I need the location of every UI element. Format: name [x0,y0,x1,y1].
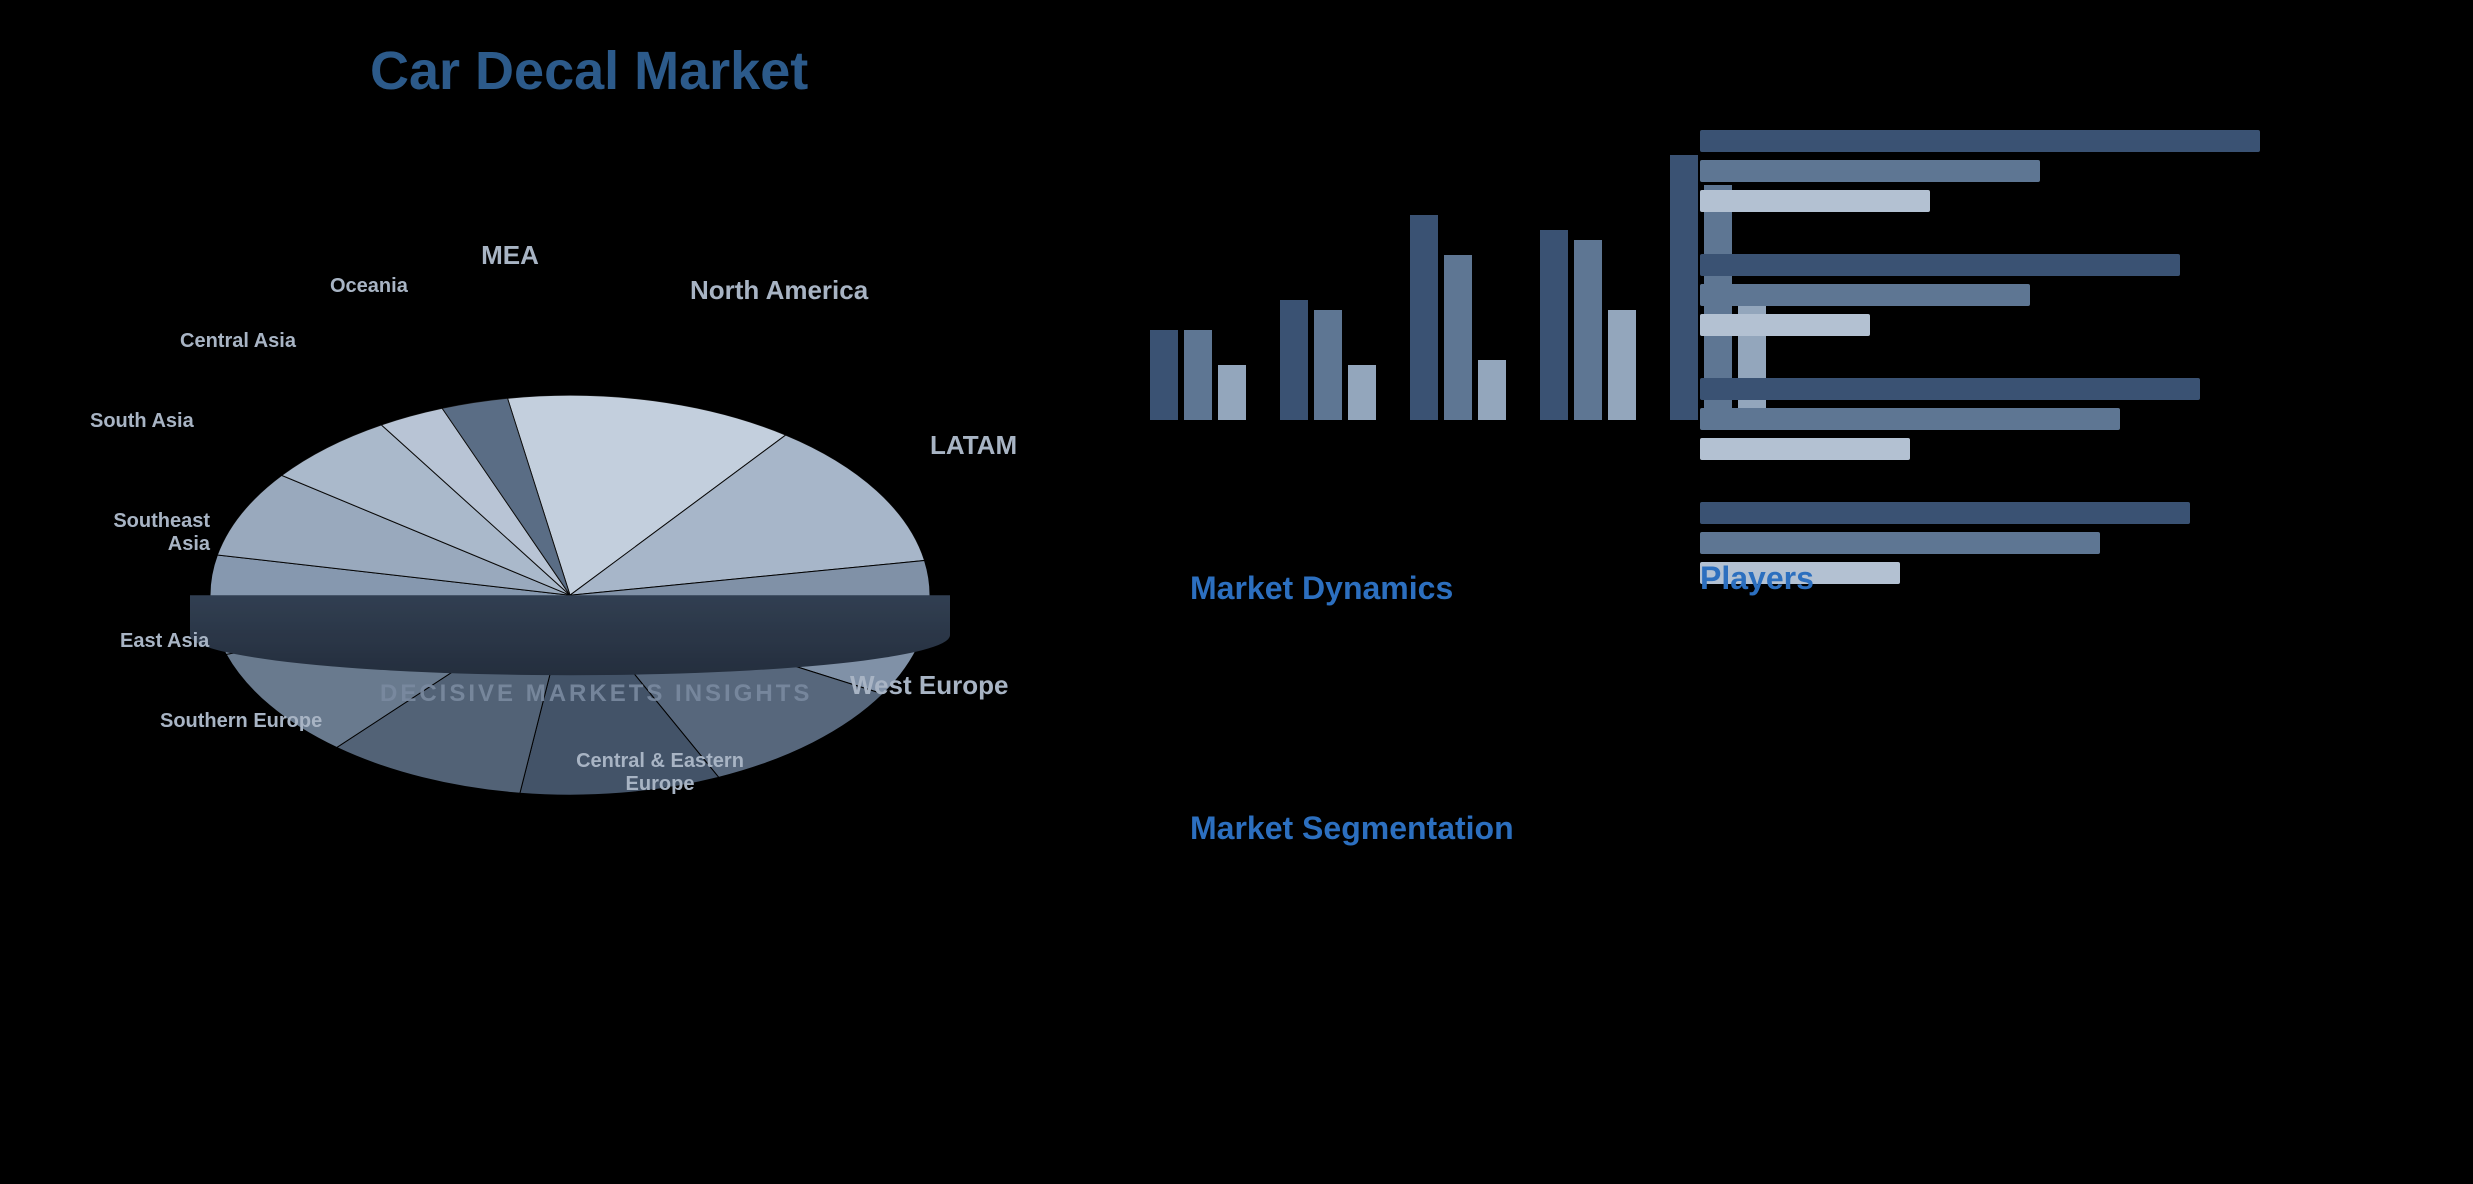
pie-depth [190,595,950,675]
h-bar-row [1700,254,2340,336]
pie-label-sea: Southeast Asia [70,510,210,556]
pie-label-ea: East Asia [120,630,209,653]
pie-chart: MEA North America LATAM West Europe Cent… [120,210,1020,910]
pie-label-we: West Europe [850,670,1008,701]
h-bar [1700,314,1870,336]
h-bar [1700,438,1910,460]
section-dynamics-title: Market Dynamics [1190,570,1453,607]
pie-label-ca: Central Asia [180,330,296,353]
bar [1608,310,1636,420]
h-bar [1700,190,1930,212]
pie-label-cee: Central & Eastern Europe [560,750,760,796]
section-segmentation-title: Market Segmentation [1190,810,1514,847]
pie-label-na: North America [690,275,868,306]
h-bar-row [1700,130,2340,212]
bar-chart [1130,120,1650,460]
bar [1150,330,1178,420]
watermark: DECISIVE MARKETS INSIGHTS [380,680,812,708]
section-players-title: Players [1700,560,1814,597]
bar [1280,300,1308,420]
bar [1444,255,1472,420]
bar [1218,365,1246,420]
bar [1478,360,1506,420]
pie-label-se: Southern Europe [160,710,322,733]
bar-group [1410,215,1506,420]
pie-label-mea: MEA [481,240,539,271]
h-bar [1700,254,2180,276]
bar [1314,310,1342,420]
pie-label-oc: Oceania [330,275,408,298]
h-bar-chart [1700,130,2340,626]
h-bar-row [1700,378,2340,460]
pie-label-sa: South Asia [90,410,194,433]
page-title: Car Decal Market [370,40,808,102]
h-bar [1700,408,2120,430]
page-root: Car Decal Market MEA North America LATAM… [0,0,2473,1184]
h-bar [1700,284,2030,306]
h-bar [1700,160,2040,182]
h-bar [1700,532,2100,554]
bar-group [1280,300,1376,420]
bar-group [1540,230,1636,420]
bar [1540,230,1568,420]
pie-label-latam: LATAM [930,430,1017,461]
bar [1184,330,1212,420]
h-bar [1700,130,2260,152]
h-bar [1700,378,2200,400]
h-bar [1700,502,2190,524]
bar [1348,365,1376,420]
bar-group [1150,330,1246,420]
bar [1574,240,1602,420]
bar [1410,215,1438,420]
bar [1670,155,1698,420]
